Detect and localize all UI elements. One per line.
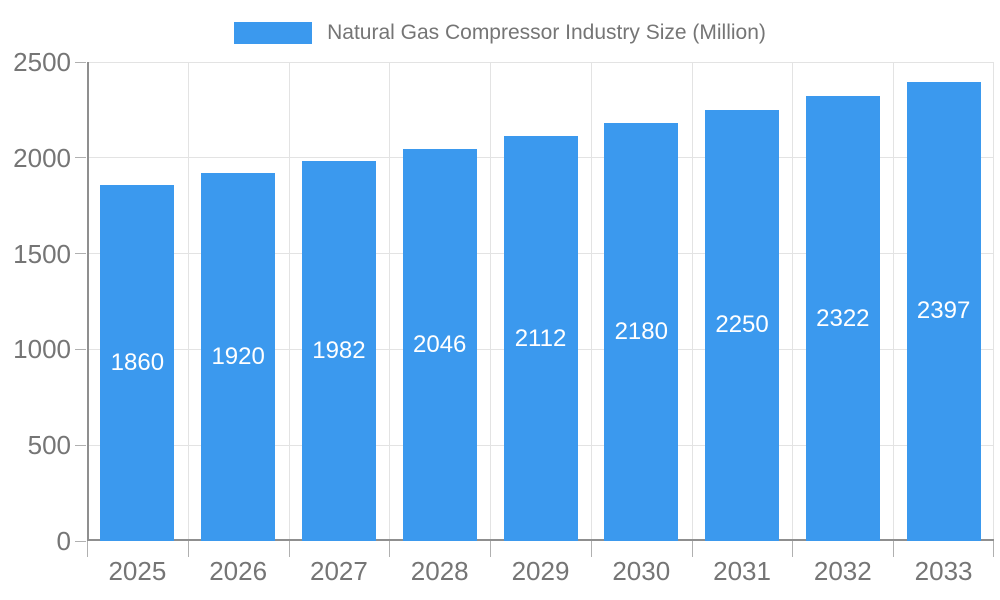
bar-value-label: 2180	[614, 318, 668, 346]
bar-value-label: 1860	[110, 348, 165, 376]
x-axis-tick	[993, 541, 994, 557]
bar-2028	[402, 148, 477, 541]
x-axis-tick	[792, 541, 794, 557]
bar-value-label: 1982	[312, 337, 366, 365]
bar-value-label: 2046	[413, 330, 467, 358]
y-axis-tick-label: 2000	[13, 142, 71, 173]
x-axis-tick	[87, 541, 88, 557]
y-axis-tick-label: 2500	[13, 47, 71, 77]
y-axis-tick	[75, 348, 86, 350]
y-axis-tick	[75, 540, 86, 542]
gridline-vertical	[187, 62, 189, 541]
gridline-vertical	[288, 62, 290, 541]
x-axis-tick	[893, 541, 895, 557]
bar-2025	[100, 184, 175, 541]
x-axis-label: 2031	[713, 556, 771, 586]
bar-2027	[301, 161, 376, 541]
y-axis-tick-label: 1000	[13, 334, 71, 365]
bar-2032	[805, 96, 880, 541]
gridline-vertical	[993, 62, 994, 541]
x-axis-tick	[187, 541, 189, 557]
x-axis-tick	[490, 541, 492, 557]
legend-label: Natural Gas Compressor Industry Size (Mi…	[327, 21, 766, 44]
bar-value-label: 1920	[211, 343, 265, 371]
y-axis-tick-label: 1500	[13, 238, 71, 269]
gridline-vertical	[490, 62, 492, 541]
bar-2026	[201, 173, 276, 541]
x-axis-tick	[691, 541, 693, 557]
x-axis-label: 2029	[511, 556, 570, 586]
bar-value-label: 2397	[916, 297, 971, 325]
x-axis-label: 2025	[108, 556, 167, 586]
y-axis-tick	[75, 157, 86, 159]
x-axis-tick	[288, 541, 290, 557]
bar-value-label: 2322	[816, 304, 870, 332]
chart-legend: Natural Gas Compressor Industry Size (Mi…	[0, 18, 1000, 48]
x-axis-label: 2032	[813, 556, 872, 586]
legend-swatch-icon	[234, 22, 313, 44]
bar-2030	[604, 123, 679, 541]
gridline-vertical	[389, 62, 391, 541]
gridline-vertical	[792, 62, 794, 541]
bar-value-label: 2250	[715, 311, 769, 339]
bar-2031	[705, 109, 780, 541]
x-axis-label: 2030	[612, 556, 671, 586]
y-axis-tick	[75, 444, 86, 446]
y-axis-tick-label: 500	[27, 430, 71, 461]
gridline-horizontal	[87, 61, 994, 63]
y-axis-tick-label: 0	[56, 526, 71, 556]
gridline-vertical	[691, 62, 693, 541]
y-axis-tick	[75, 61, 86, 63]
x-axis-label: 2033	[914, 556, 973, 586]
bar-2033	[906, 81, 981, 541]
gridline-vertical	[893, 62, 895, 541]
x-axis-label: 2028	[410, 556, 469, 586]
x-axis-label: 2026	[209, 556, 268, 586]
x-axis-label: 2027	[310, 556, 368, 586]
y-axis-tick	[75, 253, 86, 255]
plot-area: 1860 1920 1982 2046 2112 2180 2250 2322 2397	[75, 61, 994, 557]
x-axis-tick	[389, 541, 391, 557]
y-axis-line	[87, 62, 89, 541]
gridline-vertical	[590, 62, 592, 541]
x-axis-tick	[590, 541, 592, 557]
bar-2029	[503, 136, 578, 541]
bar-value-label: 2112	[514, 324, 567, 352]
